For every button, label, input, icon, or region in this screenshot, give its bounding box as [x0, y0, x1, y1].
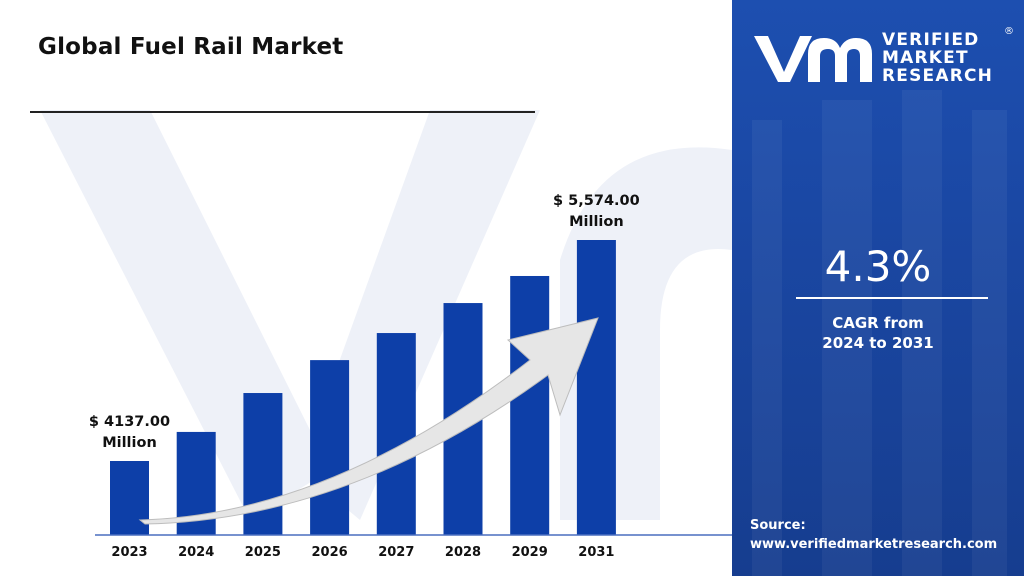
data-label: $ 4137.00: [89, 414, 170, 430]
bar-chart: 2023 2024 2025 2026 2027 2028 2029 2031 $ 4137.…: [89, 193, 732, 560]
brand-line: MARKET: [882, 48, 969, 68]
cagr-label-line: 2024 to 2031: [822, 334, 934, 352]
x-tick-label: 2025: [245, 545, 281, 560]
trend-arrow: [138, 317, 599, 525]
source-label: Source:: [750, 518, 806, 533]
bar-2025: [243, 393, 283, 535]
data-label: Million: [569, 214, 624, 230]
data-label: $ 5,574.00: [553, 193, 640, 209]
x-tick-label: 2024: [178, 545, 214, 560]
bar-2023: [110, 461, 149, 535]
brand-line: VERIFIED: [882, 30, 980, 50]
source: Source: www.verifiedmarketresearch.com: [750, 516, 997, 554]
source-url[interactable]: www.verifiedmarketresearch.com: [750, 537, 998, 552]
x-tick-label: 2031: [578, 545, 614, 560]
vmr-logo-icon: [754, 36, 872, 82]
x-tick-label: 2026: [312, 545, 348, 560]
data-label: Million: [102, 435, 157, 451]
bar-2029: [510, 275, 550, 535]
bar-2026: [310, 360, 350, 535]
cagr-divider: [796, 297, 988, 299]
page-title: Global Fuel Rail Market: [38, 34, 344, 60]
x-tick-label: 2023: [111, 545, 147, 560]
cagr-label-line: CAGR from: [832, 314, 924, 332]
x-tick-label: 2027: [378, 545, 414, 560]
brand-name: VERIFIED MARKET RESEARCH: [882, 31, 993, 85]
chart-panel: Global Fuel Rail Market 2023 2024 2025 2026…: [30, 34, 732, 560]
x-tick-label: 2029: [512, 545, 548, 560]
brand-line: RESEARCH: [882, 66, 994, 86]
bar-2027: [376, 333, 416, 535]
bar-2031: [576, 240, 616, 535]
title-divider: [30, 111, 535, 113]
x-tick-label: 2028: [445, 545, 481, 560]
sidebar-panel: VERIFIED MARKET RESEARCH ® 4.3% CAGR fro…: [732, 0, 1024, 576]
cagr-label: CAGR from 2024 to 2031: [732, 313, 1024, 353]
cagr-value: 4.3%: [824, 242, 932, 291]
registered-mark: ®: [1004, 26, 1014, 37]
